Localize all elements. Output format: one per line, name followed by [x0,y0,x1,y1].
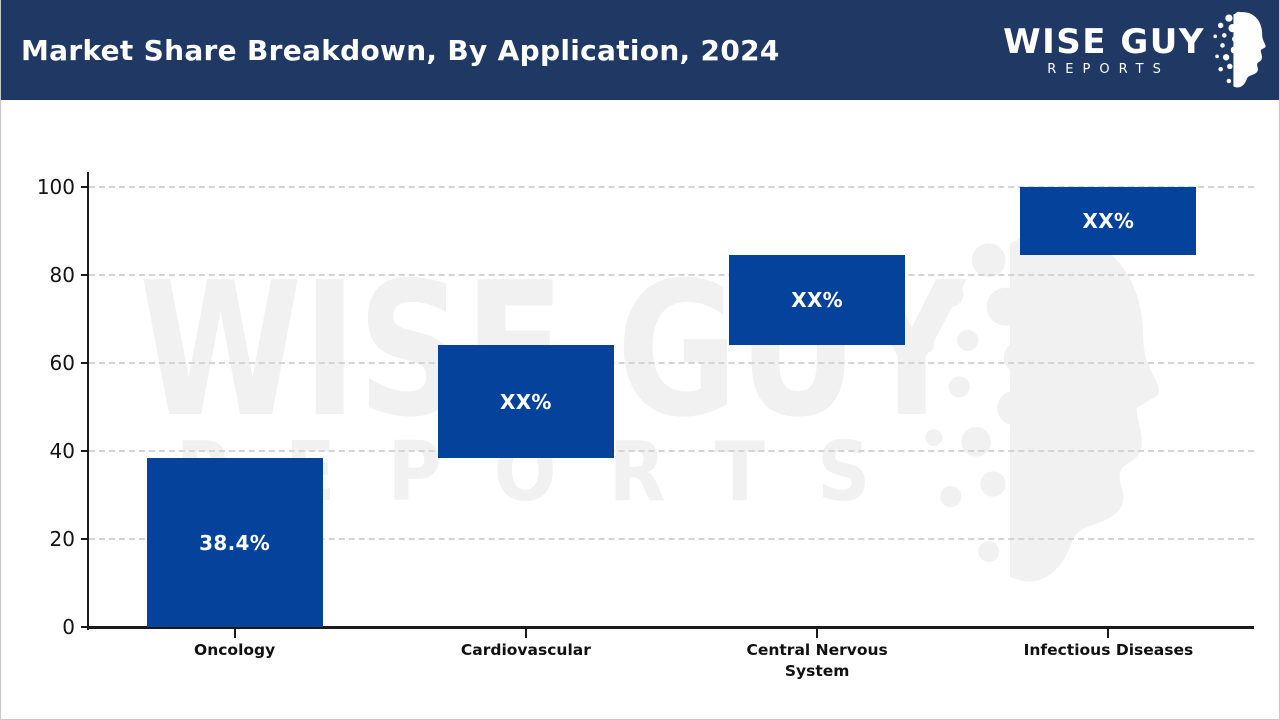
x-tick [816,629,819,638]
gridline [89,274,1254,276]
y-tick [81,450,89,452]
y-tick [81,274,89,276]
category-label: Infectious Diseases [1023,641,1194,659]
logo-wordmark: WISE GUY [1003,21,1205,62]
x-tick [233,629,236,638]
y-tick [81,626,89,628]
y-tick-label: 40 [49,439,75,463]
x-axis-line [87,626,1254,629]
y-tick [81,362,89,364]
logo-subtitle: REPORTS [1047,61,1170,77]
bar: XX% [1020,187,1197,255]
x-tick [524,629,527,638]
y-tick-label: 100 [36,175,75,199]
bar: XX% [437,345,614,459]
logo-text-block: WISE GUY REPORTS [1003,25,1205,76]
gridline [89,362,1254,364]
chart-area: WISE GUY REPORTS 0 20 40 60 80 100 38.4% Oncolo… [1,100,1279,719]
page-title: Market Share Breakdown, By Application, … [21,33,780,67]
gridline [89,186,1254,188]
category-label: Oncology [194,641,276,659]
bar-value-label: XX% [791,288,844,313]
x-tick [1107,629,1110,638]
y-axis-line [87,172,89,630]
gridline [89,538,1254,540]
waterfall-plot: 0 20 40 60 80 100 38.4% Oncology XX% Cardiovascul… [1,100,1279,719]
header-bar: Market Share Breakdown, By Application, … [1,0,1279,100]
y-tick-label: 0 [62,615,75,639]
bar: XX% [729,254,906,346]
category-label: Cardiovascular [460,641,591,659]
bar-value-label: 38.4% [199,530,271,555]
gridline [89,450,1254,452]
y-tick [81,186,89,188]
y-tick-label: 80 [49,263,75,287]
category-label: Central Nervous System [746,641,888,680]
bar-value-label: XX% [1082,208,1135,233]
wise-guy-logo: WISE GUY REPORTS [1003,6,1269,94]
bar-value-label: XX% [499,389,552,414]
y-tick-label: 60 [49,351,75,375]
bar: 38.4% [146,458,323,627]
y-tick-label: 20 [49,527,75,551]
y-tick [81,538,89,540]
logo-head-icon [1213,11,1266,88]
